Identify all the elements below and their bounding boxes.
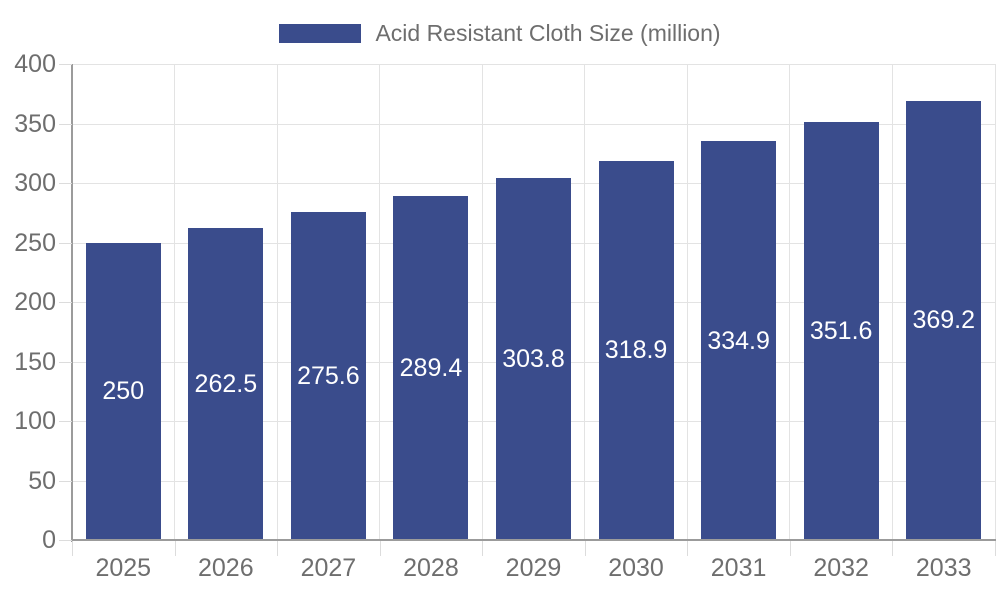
- x-tick: [687, 541, 689, 556]
- bar: 318.9: [598, 160, 674, 540]
- plot-area: 250 262.5 275.6 289.4 303.8 318.9 334.9 351.6 36…: [72, 64, 996, 540]
- bar-value-label: 303.8: [502, 345, 565, 374]
- x-gridline: [379, 64, 381, 540]
- y-axis-label: 250: [14, 228, 56, 257]
- bar-value-label: 334.9: [707, 326, 770, 355]
- y-axis-label: 100: [14, 407, 56, 435]
- y-tick: [59, 421, 72, 422]
- x-axis-label: 2033: [915, 554, 972, 582]
- x-axis-label: 2026: [198, 554, 254, 582]
- x-axis-label: 2027: [300, 554, 357, 582]
- y-tick: [59, 123, 72, 125]
- bar-value-label: 250: [102, 377, 145, 406]
- bar-value-label: 289.4: [399, 353, 463, 382]
- y-axis-line: [71, 64, 73, 542]
- x-gridline: [891, 64, 893, 540]
- bar: 369.2: [906, 100, 982, 540]
- x-tick: [995, 541, 996, 556]
- y-axis-label: 50: [28, 466, 56, 495]
- x-axis-label: 2032: [813, 554, 869, 582]
- x-tick: [892, 541, 894, 556]
- x-gridline: [481, 64, 483, 540]
- y-axis-label: 300: [14, 169, 56, 197]
- y-gridline: [72, 64, 995, 65]
- x-axis-label: 2031: [710, 554, 767, 582]
- y-axis-label: 200: [14, 288, 56, 316]
- x-tick: [584, 541, 586, 556]
- y-tick: [59, 361, 72, 363]
- x-axis-label: 2025: [95, 554, 152, 582]
- x-tick: [789, 541, 791, 556]
- legend-label: Acid Resistant Cloth Size (million): [375, 20, 721, 46]
- bar: 275.6: [290, 212, 366, 540]
- y-axis-label: 350: [14, 109, 56, 138]
- x-gridline: [686, 64, 688, 540]
- x-axis-line: [71, 539, 996, 541]
- y-gridline: [72, 123, 995, 125]
- y-axis-label: 0: [42, 526, 56, 554]
- bar: 303.8: [496, 178, 571, 540]
- y-tick: [59, 302, 72, 303]
- bar-value-label: 275.6: [297, 362, 360, 391]
- x-tick: [379, 541, 381, 556]
- x-tick: [72, 541, 73, 556]
- x-gridline: [994, 64, 996, 540]
- y-tick: [59, 183, 72, 184]
- y-axis-label: 400: [14, 50, 56, 78]
- bar-value-label: 318.9: [604, 336, 668, 365]
- x-tick: [277, 541, 279, 556]
- x-gridline: [789, 64, 791, 540]
- bar: 334.9: [701, 141, 777, 540]
- x-tick: [482, 541, 484, 556]
- bar: 262.5: [188, 227, 264, 540]
- y-tick: [59, 540, 72, 541]
- y-tick: [59, 242, 72, 244]
- x-axis-label: 2029: [505, 554, 562, 582]
- x-gridline: [584, 64, 586, 540]
- x-axis-label: 2030: [608, 554, 664, 582]
- legend: Acid Resistant Cloth Size (million): [0, 20, 1000, 46]
- y-tick: [59, 64, 72, 65]
- bar-value-label: 351.6: [809, 316, 873, 345]
- x-gridline: [276, 64, 278, 540]
- bar-value-label: 369.2: [912, 306, 975, 335]
- y-axis-label: 150: [14, 347, 56, 376]
- y-tick: [59, 480, 72, 482]
- x-tick: [174, 541, 176, 556]
- bar: 351.6: [803, 121, 879, 540]
- x-gridline: [174, 64, 176, 540]
- bar-value-label: 262.5: [194, 369, 258, 398]
- x-axis-label: 2028: [403, 554, 459, 582]
- legend-swatch: [279, 23, 362, 43]
- bar: 250: [85, 242, 161, 540]
- bar: 289.4: [393, 195, 469, 540]
